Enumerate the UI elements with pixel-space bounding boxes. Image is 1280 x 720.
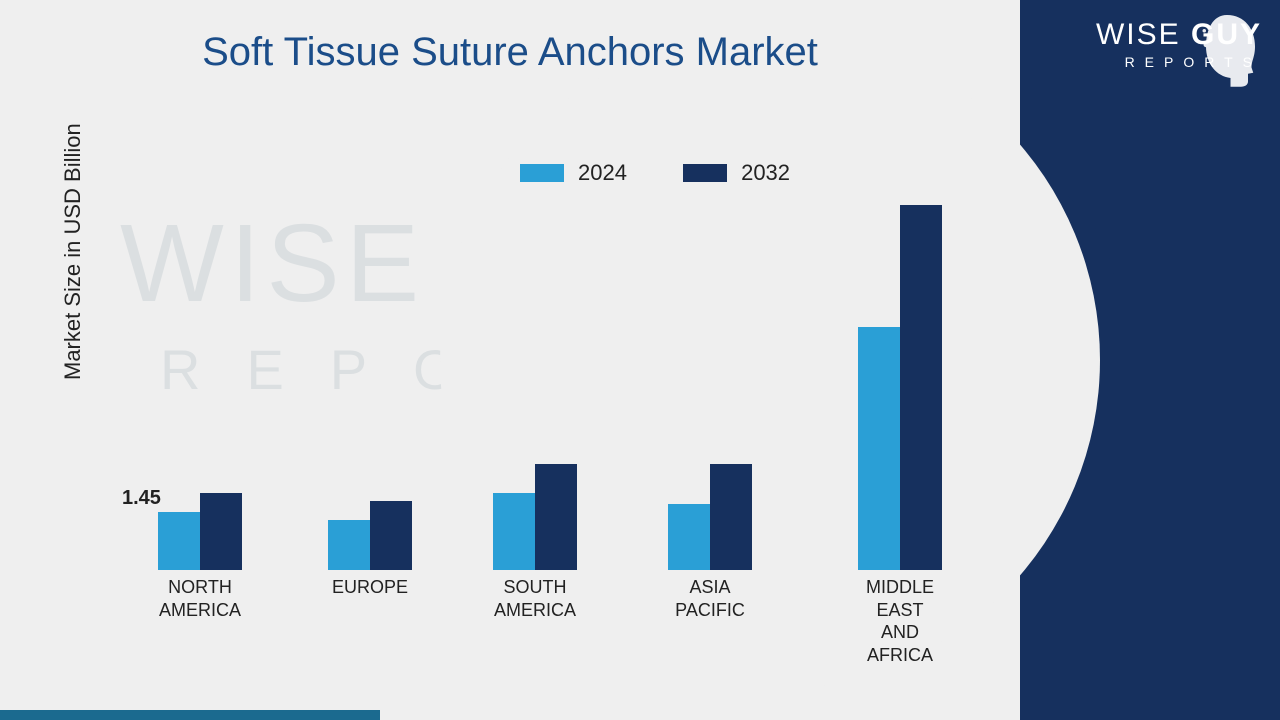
x-axis-category-label: SOUTHAMERICA (465, 576, 605, 621)
bar-value-label: 1.45 (122, 487, 161, 510)
bar-series-b (535, 464, 577, 570)
brand-logo: WISE GUY REPORTS (1096, 18, 1262, 70)
legend-swatch-a (520, 164, 564, 182)
bar-series-a (668, 504, 710, 570)
legend-item-2032: 2032 (683, 160, 790, 186)
legend: 2024 2032 (520, 160, 840, 188)
legend-item-2024: 2024 (520, 160, 627, 186)
x-axis-category-label: ASIAPACIFIC (640, 576, 780, 621)
bar-series-b (900, 205, 942, 570)
bar-series-a (328, 520, 370, 570)
chart-canvas: WISE GUY REPORTS WISE GUY REPORTS Soft T… (0, 0, 1280, 720)
logo-wise: WISE (1096, 18, 1181, 51)
bar-series-b (710, 464, 752, 570)
bar-series-a (493, 493, 535, 570)
legend-swatch-b (683, 164, 727, 182)
bar-series-a (858, 327, 900, 570)
bar-series-b (200, 493, 242, 570)
logo-guy: GUY (1191, 18, 1262, 51)
x-axis-category-label: NORTHAMERICA (130, 576, 270, 621)
bottom-accent-bar (0, 710, 380, 720)
y-axis-label: Market Size in USD Billion (60, 123, 86, 380)
x-axis-category-label: MIDDLEEASTANDAFRICA (830, 576, 970, 666)
chart-title: Soft Tissue Suture Anchors Market (0, 30, 1020, 75)
legend-label-b: 2032 (741, 160, 790, 186)
plot-area (120, 200, 1000, 570)
bar-series-b (370, 501, 412, 570)
logo-reports: REPORTS (1096, 54, 1262, 70)
bar-series-a (158, 512, 200, 570)
x-axis-category-label: EUROPE (300, 576, 440, 599)
legend-label-a: 2024 (578, 160, 627, 186)
